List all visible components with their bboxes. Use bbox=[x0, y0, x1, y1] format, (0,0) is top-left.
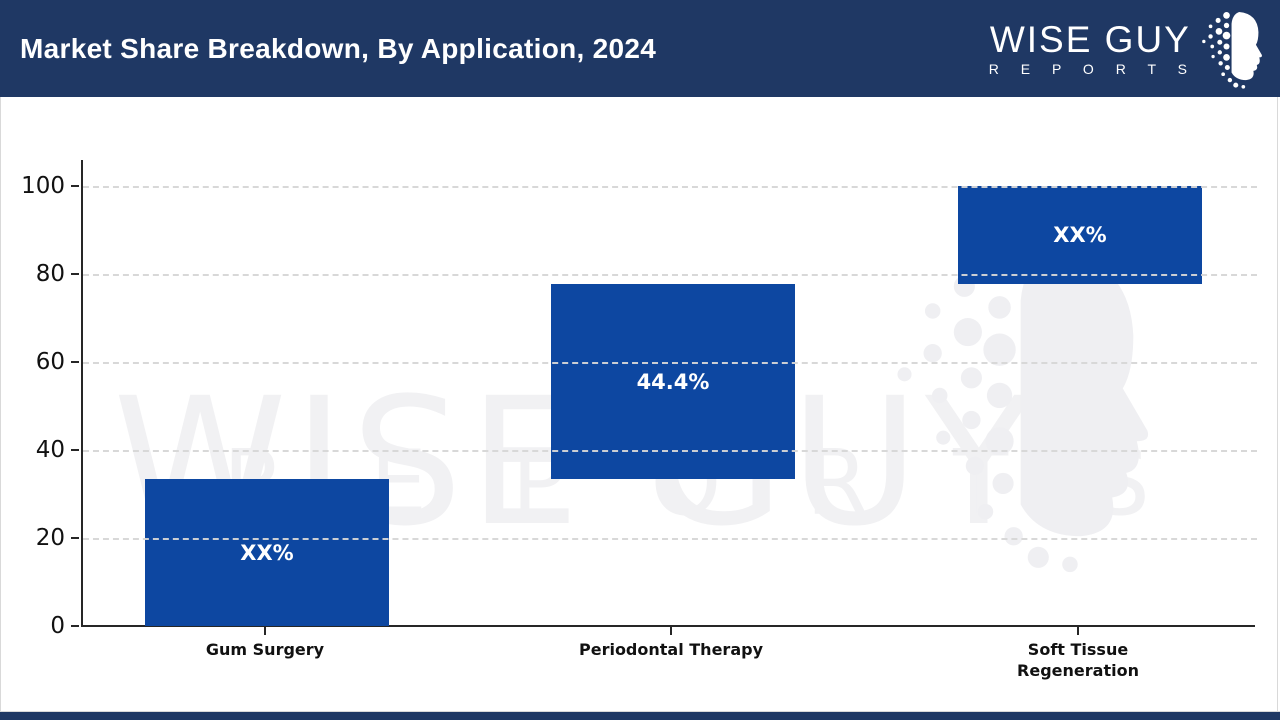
y-tick-label: 100 bbox=[21, 173, 65, 199]
gridline bbox=[83, 274, 1257, 276]
watermark-head-icon bbox=[897, 251, 1149, 573]
brand-logo-text: WISE GUY R E P O R T S bbox=[985, 21, 1196, 77]
x-category-label: Gum Surgery bbox=[205, 640, 325, 659]
y-tick-mark bbox=[71, 273, 79, 275]
x-tick-mark bbox=[264, 627, 266, 635]
header: Market Share Breakdown, By Application, … bbox=[0, 0, 1280, 97]
bar: 44.4% bbox=[551, 283, 795, 480]
brand-subname: R E P O R T S bbox=[988, 60, 1196, 77]
brand-logo: WISE GUY R E P O R T S bbox=[985, 6, 1266, 92]
bar-value-label: XX% bbox=[240, 540, 294, 565]
bar: XX% bbox=[145, 479, 389, 626]
x-tick-mark bbox=[670, 627, 672, 635]
y-tick-mark bbox=[71, 537, 79, 539]
x-category-label: Periodontal Therapy bbox=[578, 640, 763, 659]
x-axis bbox=[81, 625, 1255, 627]
y-tick-mark bbox=[71, 625, 79, 627]
gridline bbox=[83, 450, 1257, 452]
bar-value-label: XX% bbox=[1053, 222, 1107, 247]
brand-name: WISE GUY bbox=[989, 18, 1191, 60]
y-tick-label: 60 bbox=[35, 349, 65, 375]
y-tick-label: 0 bbox=[50, 613, 65, 639]
gridline bbox=[83, 362, 1257, 364]
y-tick-mark bbox=[71, 449, 79, 451]
chart-canvas: WISE GUY R E P O R T S XX% 44.4% XX% 0 20 40… bbox=[0, 97, 1278, 712]
dotted-head-icon bbox=[1202, 11, 1262, 89]
plot-area: XX% 44.4% XX% bbox=[81, 160, 1257, 626]
footer-divider bbox=[0, 711, 1280, 712]
y-tick-label: 80 bbox=[35, 261, 65, 287]
gridline bbox=[83, 538, 1257, 540]
x-category-label: Soft Tissue Regeneration bbox=[1017, 640, 1139, 680]
page-title: Market Share Breakdown, By Application, … bbox=[20, 32, 657, 64]
y-tick-label: 40 bbox=[35, 437, 65, 463]
y-tick-mark bbox=[71, 185, 79, 187]
footer-bar bbox=[0, 712, 1280, 720]
gridline bbox=[83, 186, 1257, 188]
x-tick-mark bbox=[1077, 627, 1079, 635]
y-tick-mark bbox=[71, 361, 79, 363]
y-tick-label: 20 bbox=[35, 525, 65, 551]
bar: XX% bbox=[958, 186, 1202, 284]
bar-value-label: 44.4% bbox=[636, 369, 710, 394]
